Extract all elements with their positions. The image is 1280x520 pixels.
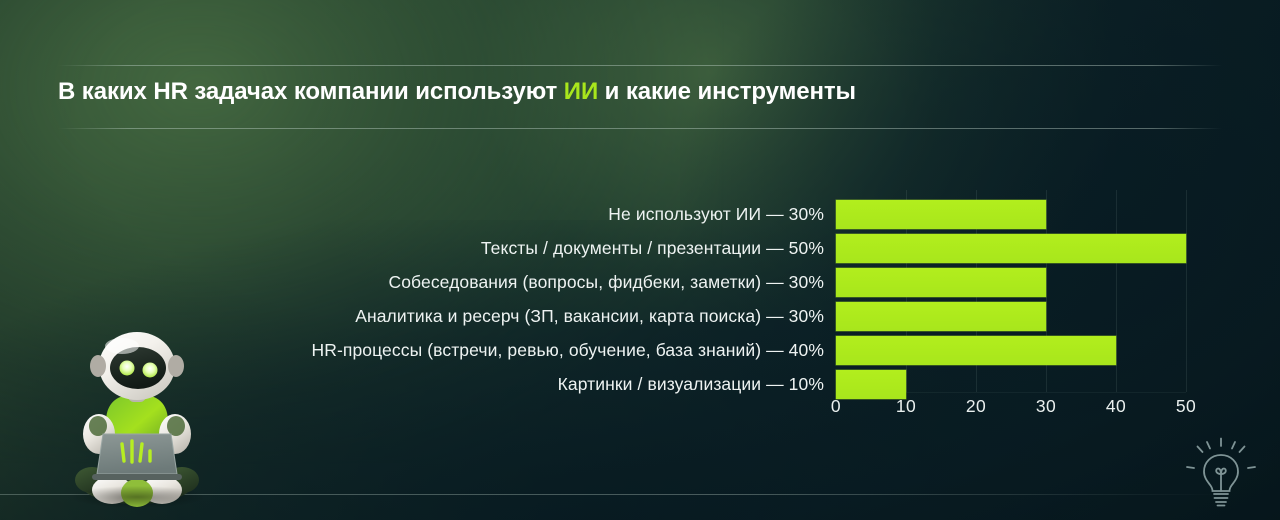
chart-baseline [836,392,1186,393]
bar [836,200,1046,229]
bar-chart: Не используют ИИ — 30% Тексты / документы… [0,190,1280,430]
bar [836,302,1046,331]
robot-shadow [70,486,204,508]
bar-row: Тексты / документы / презентации — 50% [0,234,1280,268]
x-tick-label: 0 [830,396,842,416]
lightbulb-glyph [1186,437,1256,507]
bar-row-label: Картинки / визуализации — 10% [557,374,824,394]
bar [836,370,906,399]
gridline [1046,190,1047,392]
gridline [1186,190,1187,392]
lightbulb-icon [1186,437,1256,509]
title-suffix: и какие инструменты [598,78,856,105]
bar-row-label: HR-процессы (встречи, ревью, обучение, б… [311,340,824,360]
bar-row-label: Тексты / документы / презентации — 50% [480,238,824,258]
bar-row: Не используют ИИ — 30% [0,200,1280,234]
bar-row: Картинки / визуализации — 10% [0,370,1280,404]
robot-illustration [75,332,199,507]
title-prefix: В каких HR задачах компании используют [58,78,564,105]
bar-row-label: Аналитика и ресерч (ЗП, вакансии, карта … [355,306,824,326]
bar-row: Собеседования (вопросы, фидбеки, заметки… [0,268,1280,302]
bar [836,336,1116,365]
x-tick-label: 20 [965,396,987,416]
divider-top [58,65,1222,66]
x-tick-label: 50 [1175,396,1197,416]
divider-bottom [0,494,1222,495]
gridline [1116,190,1117,392]
x-tick-label: 10 [895,396,917,416]
bar-row-label: Собеседования (вопросы, фидбеки, заметки… [388,272,824,292]
chart-rows: Не используют ИИ — 30% Тексты / документы… [0,200,1280,404]
bar [836,234,1186,263]
robot-mascot [62,330,212,510]
page-title: В каких HR задачах компании используют И… [58,78,856,106]
bar-row: Аналитика и ресерч (ЗП, вакансии, карта … [0,302,1280,336]
bar-row: HR-процессы (встречи, ревью, обучение, б… [0,336,1280,370]
x-tick-label: 30 [1035,396,1057,416]
x-axis-ticks: 0 10 20 30 40 50 [0,396,1280,422]
bar-row-label: Не используют ИИ — 30% [608,204,824,224]
bar [836,268,1046,297]
divider-middle [58,128,1222,129]
title-highlight: ИИ [563,78,599,105]
x-tick-label: 40 [1105,396,1127,416]
